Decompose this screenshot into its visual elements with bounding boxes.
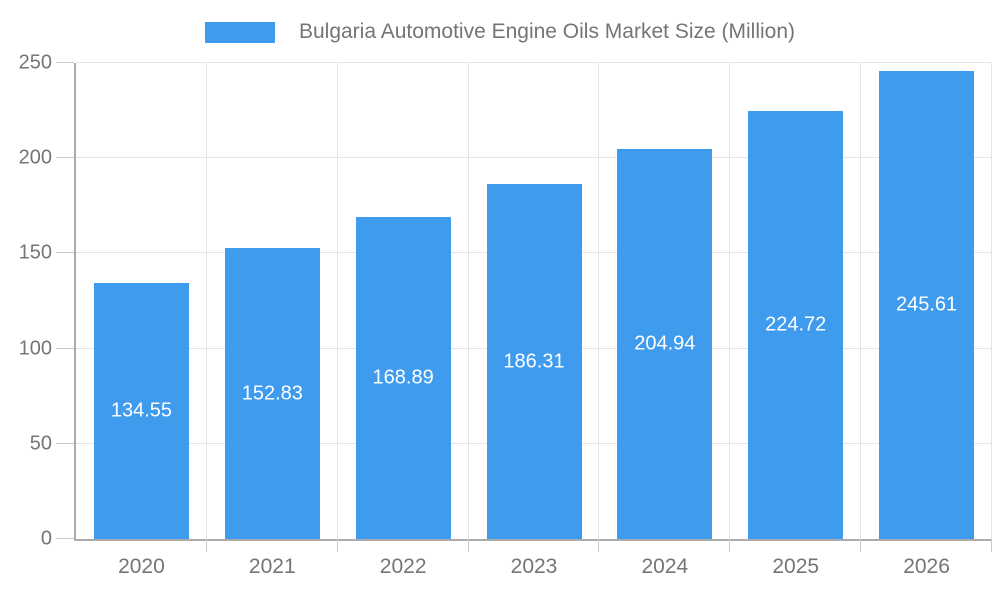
y-tick-mark xyxy=(56,157,74,159)
vertical-gridline xyxy=(205,63,207,539)
horizontal-gridline xyxy=(76,157,992,159)
legend-swatch-icon xyxy=(204,21,275,43)
y-tick-label: 200 xyxy=(18,146,52,169)
y-tick-label: 0 xyxy=(40,527,52,550)
bar[interactable]: 204.94 xyxy=(617,148,713,539)
legend-label: Bulgaria Automotive Engine Oils Market S… xyxy=(298,20,796,43)
y-tick-mark xyxy=(56,442,74,444)
bar-value-label: 204.94 xyxy=(634,332,696,355)
bar-value-label: 152.83 xyxy=(241,382,303,404)
bar-value-label: 186.31 xyxy=(503,350,565,373)
vertical-gridline xyxy=(991,63,992,539)
bar[interactable]: 186.31 xyxy=(486,184,582,539)
bar-value-label: 134.55 xyxy=(110,399,173,422)
y-tick-mark xyxy=(56,252,74,254)
y-tick-mark xyxy=(56,347,74,349)
bar-value-label: 224.72 xyxy=(765,313,827,336)
x-tick-label: 2024 xyxy=(641,555,689,578)
x-tick-label: 2021 xyxy=(248,555,296,578)
y-tick-label: 50 xyxy=(29,432,52,455)
x-tick-label: 2020 xyxy=(118,555,165,578)
vertical-gridline xyxy=(729,63,731,539)
bar-value-label: 168.89 xyxy=(372,366,434,389)
bar[interactable]: 134.55 xyxy=(93,282,189,539)
y-tick-mark xyxy=(56,62,74,63)
x-tick-mark xyxy=(467,539,469,552)
horizontal-gridline xyxy=(76,62,992,63)
vertical-gridline xyxy=(598,63,600,539)
y-tick-label: 150 xyxy=(18,241,52,264)
vertical-gridline xyxy=(860,63,862,539)
y-tick-label: 100 xyxy=(18,337,52,360)
vertical-gridline xyxy=(336,63,338,539)
x-tick-label: 2022 xyxy=(379,555,427,578)
bar[interactable]: 152.83 xyxy=(224,248,320,539)
x-tick-mark xyxy=(860,539,862,552)
x-tick-label: 2023 xyxy=(510,555,558,578)
x-tick-label: 2026 xyxy=(903,555,950,578)
vertical-gridline xyxy=(467,63,469,539)
bar-value-label: 245.61 xyxy=(895,293,958,316)
x-tick-mark xyxy=(598,539,600,552)
x-tick-mark xyxy=(205,539,207,552)
x-tick-mark xyxy=(729,539,731,552)
plot-area: 0 50 100 150 200 250 134.55 152.83 168.89 186.31… xyxy=(19,52,992,578)
x-tick-mark xyxy=(336,539,338,552)
bar[interactable]: 224.72 xyxy=(748,111,844,539)
x-tick-label: 2025 xyxy=(772,555,820,578)
bar[interactable]: 168.89 xyxy=(355,217,451,539)
x-tick-mark xyxy=(991,539,992,552)
bar[interactable]: 245.61 xyxy=(879,71,975,539)
legend[interactable]: Bulgaria Automotive Engine Oils Market S… xyxy=(0,20,1000,44)
y-tick-label: 250 xyxy=(18,51,52,74)
y-tick-mark xyxy=(56,538,74,539)
